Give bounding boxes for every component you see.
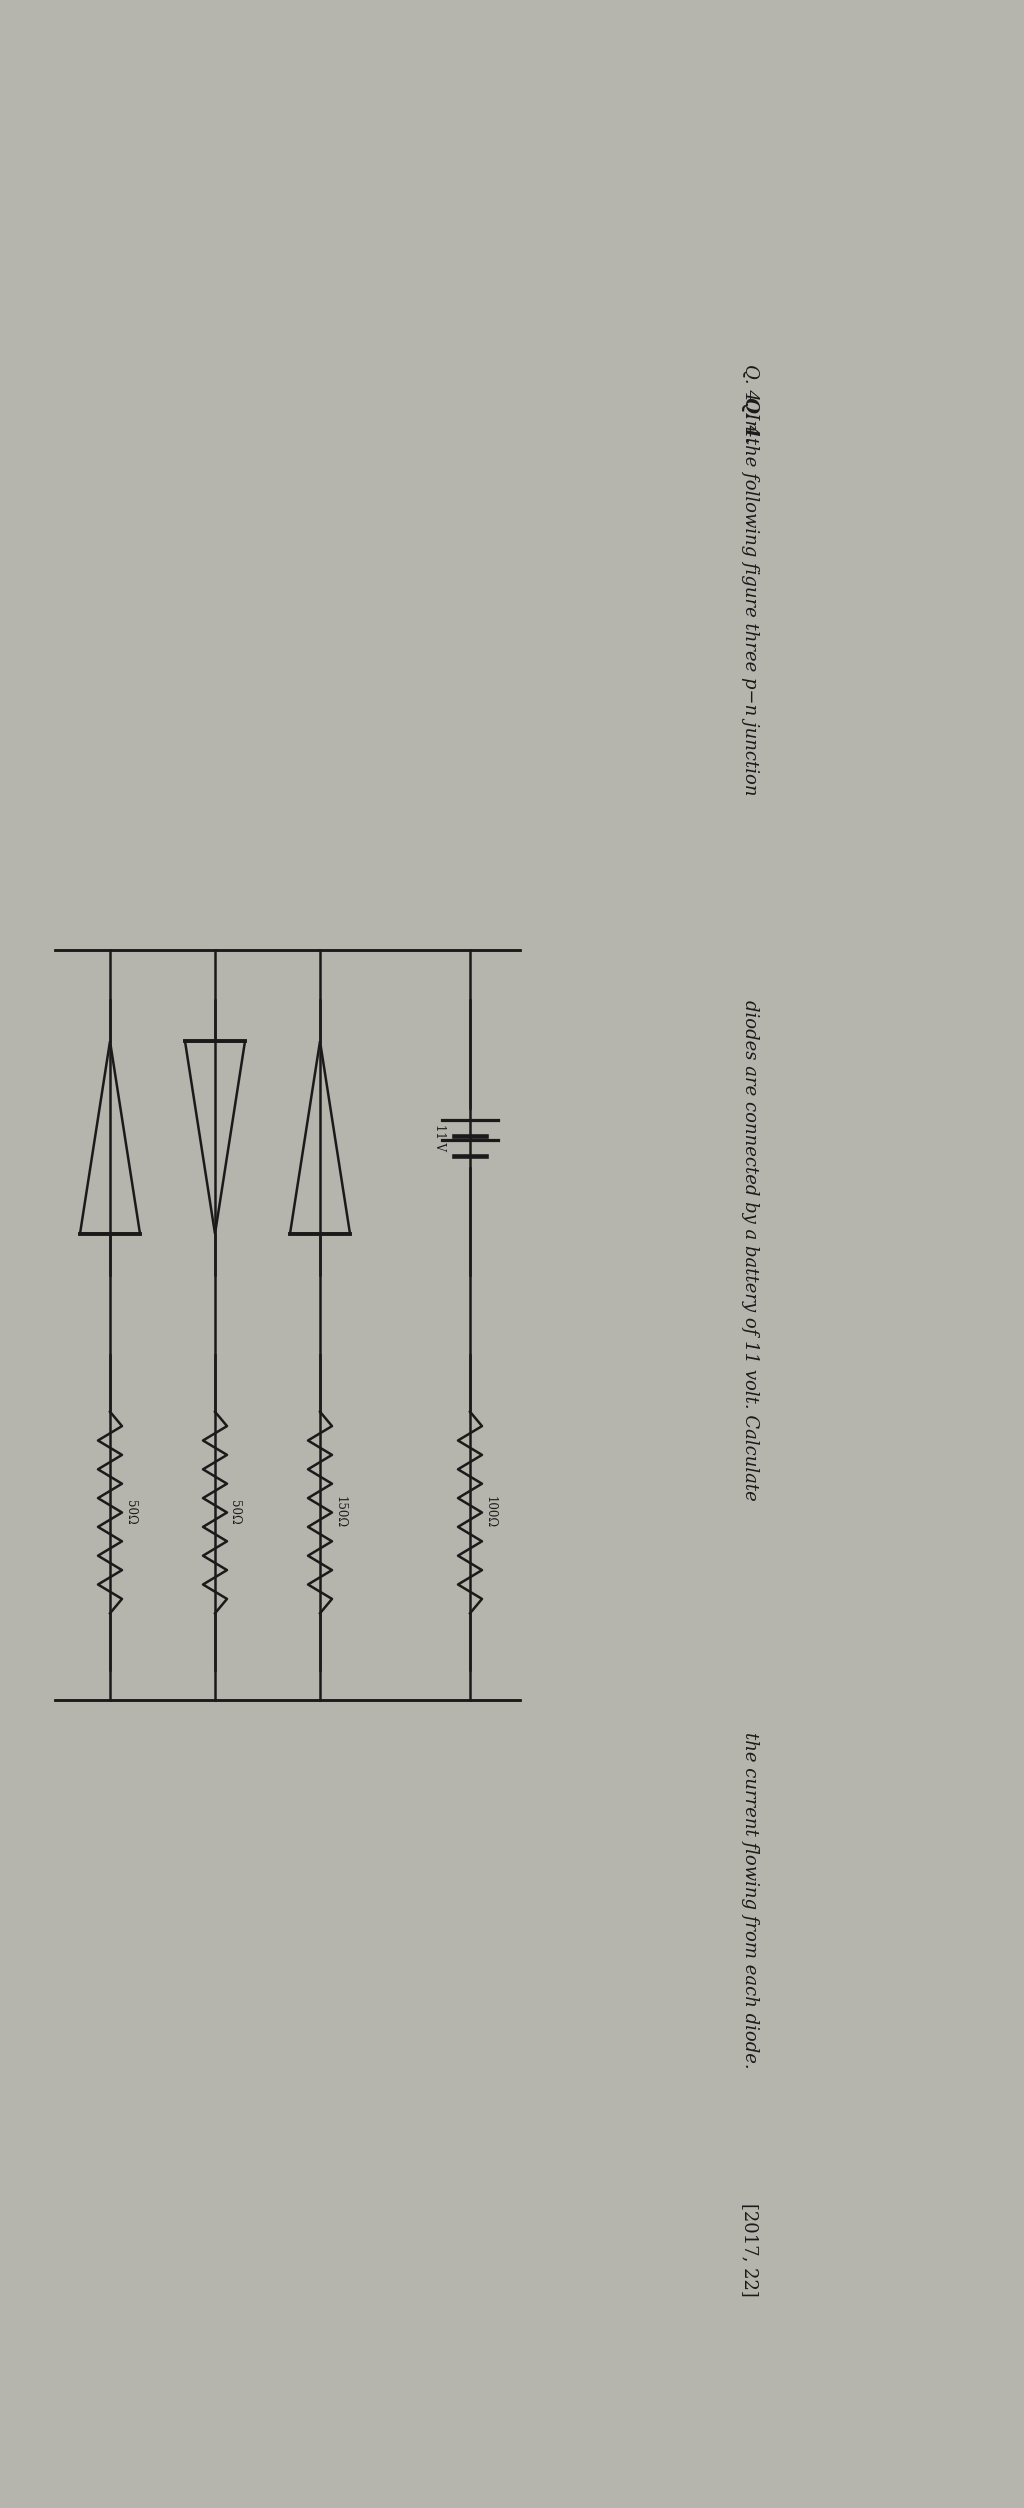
Text: diodes are connected by a battery of 11 volt. Calculate: diodes are connected by a battery of 11 … (741, 1001, 759, 1500)
Text: 50Ω: 50Ω (124, 1500, 136, 1525)
Text: 150Ω: 150Ω (334, 1497, 346, 1527)
Text: 100Ω: 100Ω (483, 1497, 497, 1527)
Text: 50Ω: 50Ω (228, 1500, 242, 1525)
Text: [2017, 22]: [2017, 22] (741, 2202, 759, 2297)
Text: Q. 4. In the following figure three p−n junction: Q. 4. In the following figure three p−n … (741, 364, 759, 795)
Text: 11 V: 11 V (433, 1124, 446, 1151)
Text: the current flowing from each diode.: the current flowing from each diode. (741, 1731, 759, 2069)
Text: Q. 4.: Q. 4. (741, 396, 759, 444)
